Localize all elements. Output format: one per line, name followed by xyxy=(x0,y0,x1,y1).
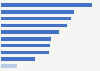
Bar xyxy=(1,3,92,7)
Bar xyxy=(1,57,35,61)
Bar xyxy=(1,10,74,14)
Bar xyxy=(1,17,71,21)
Bar xyxy=(1,37,51,41)
Bar xyxy=(1,30,59,34)
Bar xyxy=(1,64,17,68)
Bar xyxy=(1,50,49,54)
Bar xyxy=(1,24,67,27)
Bar xyxy=(1,44,50,47)
